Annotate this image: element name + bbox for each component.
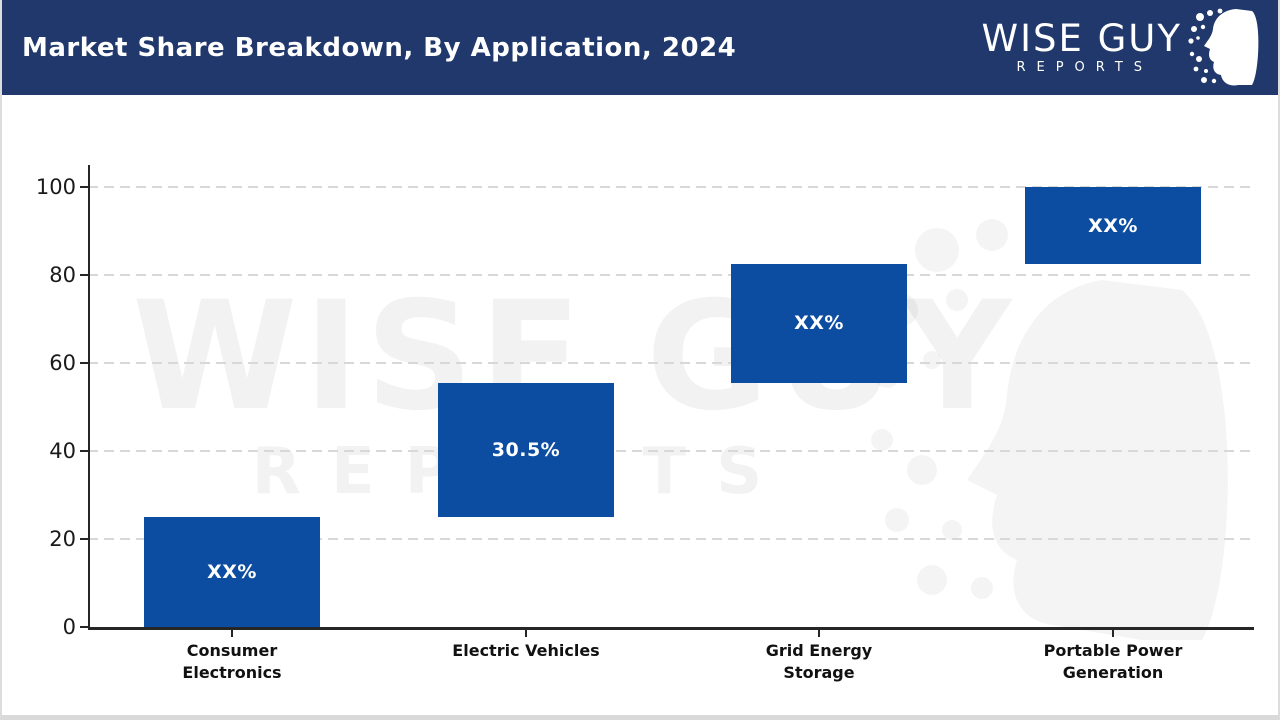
bar-value-label: 30.5% [491,438,561,461]
gridline-60 [88,362,1254,364]
header-bar: Market Share Breakdown, By Application, … [2,0,1278,95]
logo-subtitle: REPORTS [1016,60,1154,75]
y-tick-60 [80,362,88,364]
category-label-2: Electric Vehicles [452,641,600,660]
x-tick-3 [818,630,820,637]
wise-guy-reports-logo: WISE GUY REPORTS [982,7,1278,89]
y-axis-line [88,165,90,629]
page-title: Market Share Breakdown, By Application, … [22,32,737,63]
category-label-1: Consumer Electronics [182,641,282,682]
y-tick-label-80: 80 [49,263,76,287]
bar-value-label: XX% [1088,214,1138,237]
y-tick-40 [80,450,88,452]
gridline-40 [88,450,1254,452]
y-tick-80 [80,274,88,276]
y-tick-label-0: 0 [62,615,76,639]
x-axis-line [88,627,1254,630]
y-tick-label-100: 100 [35,175,76,199]
x-tick-1 [231,630,233,637]
y-tick-0 [80,626,88,628]
bar-value-label: XX% [794,312,844,335]
logo-wordmark: WISE GUY [981,17,1182,60]
y-tick-label-20: 20 [49,527,76,551]
category-label-3: Grid Energy Storage [765,641,873,682]
waterfall-bar-2: 30.5% [438,382,614,517]
x-tick-4 [1112,630,1114,637]
waterfall-bar-3: XX% [731,264,907,383]
y-tick-100 [80,186,88,188]
gridline-80 [88,274,1254,276]
category-label-4: Portable Power Generation [1043,641,1183,682]
logo-face-icon [1188,8,1259,85]
y-tick-label-40: 40 [49,439,76,463]
waterfall-bar-1: XX% [144,517,320,627]
gridline-100 [88,186,1254,188]
x-tick-2 [525,630,527,637]
waterfall-bar-4: XX% [1025,187,1201,264]
y-tick-20 [80,538,88,540]
bar-value-label: XX% [207,561,257,583]
y-tick-label-60: 60 [49,351,76,375]
logo-text: WISE GUY REPORTS [982,20,1182,75]
gridline-20 [88,538,1254,540]
